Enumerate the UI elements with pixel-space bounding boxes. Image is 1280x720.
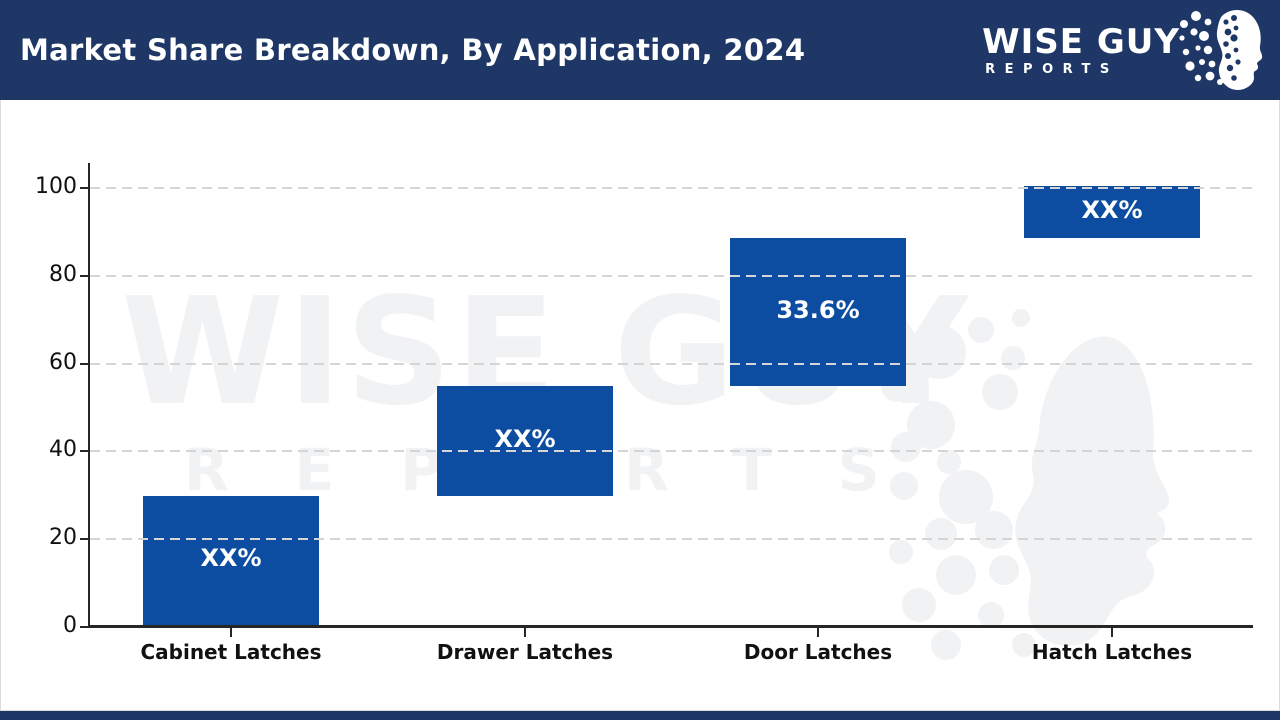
bar-value-label: 33.6%: [776, 295, 860, 324]
gridline: [90, 187, 1253, 189]
wiseguy-logo-text: WISE GUY REPORTS: [982, 25, 1180, 76]
bar: [437, 385, 613, 496]
y-tick-label: 0: [63, 613, 77, 638]
bar: [730, 238, 906, 386]
y-tick-mark: [80, 362, 88, 365]
bar-value-label: XX%: [200, 544, 262, 573]
bar: [1024, 186, 1200, 239]
gridline: [90, 274, 1253, 277]
y-tick-mark: [80, 450, 88, 453]
x-axis-line: [88, 625, 1253, 628]
gridline: [90, 450, 1253, 453]
y-tick-mark: [80, 274, 88, 277]
x-category-label: Door Latches: [743, 640, 893, 664]
y-tick-label: 40: [49, 437, 77, 463]
wiseguy-logo: WISE GUY REPORTS: [982, 6, 1266, 94]
page-title: Market Share Breakdown, By Application, …: [20, 33, 806, 67]
y-tick-mark: [80, 626, 88, 628]
x-tick-mark: [1111, 628, 1113, 637]
y-axis-line: [88, 163, 90, 628]
x-tick-mark: [230, 628, 232, 637]
y-tick-label: 20: [49, 525, 77, 551]
bar-value-label: XX%: [1081, 196, 1143, 225]
y-tick-mark: [80, 187, 88, 189]
y-tick-label: 60: [49, 349, 77, 375]
chart-area: WISE GUY REPORTS 020406080100XX%Cabinet …: [0, 100, 1280, 711]
footer-bar: [0, 711, 1280, 720]
watermark-head-icon: [881, 309, 1170, 660]
wiseguy-logo-wordmark: WISE GUY: [982, 21, 1180, 62]
x-category-label: Hatch Latches: [1031, 640, 1193, 664]
y-tick-label: 100: [35, 174, 77, 199]
y-tick-mark: [80, 538, 88, 541]
wiseguy-head-icon: [1179, 10, 1263, 90]
x-category-label: Cabinet Latches: [140, 640, 322, 664]
bar-value-label: XX%: [494, 424, 556, 453]
x-category-label: Drawer Latches: [436, 640, 614, 664]
x-tick-mark: [817, 628, 819, 637]
wiseguy-logo-subtitle: REPORTS: [985, 61, 1119, 77]
gridline: [90, 538, 1253, 541]
x-tick-mark: [524, 628, 526, 637]
gridline: [90, 362, 1253, 365]
y-tick-label: 80: [49, 261, 77, 287]
bar: [143, 495, 319, 625]
header: Market Share Breakdown, By Application, …: [0, 0, 1280, 100]
